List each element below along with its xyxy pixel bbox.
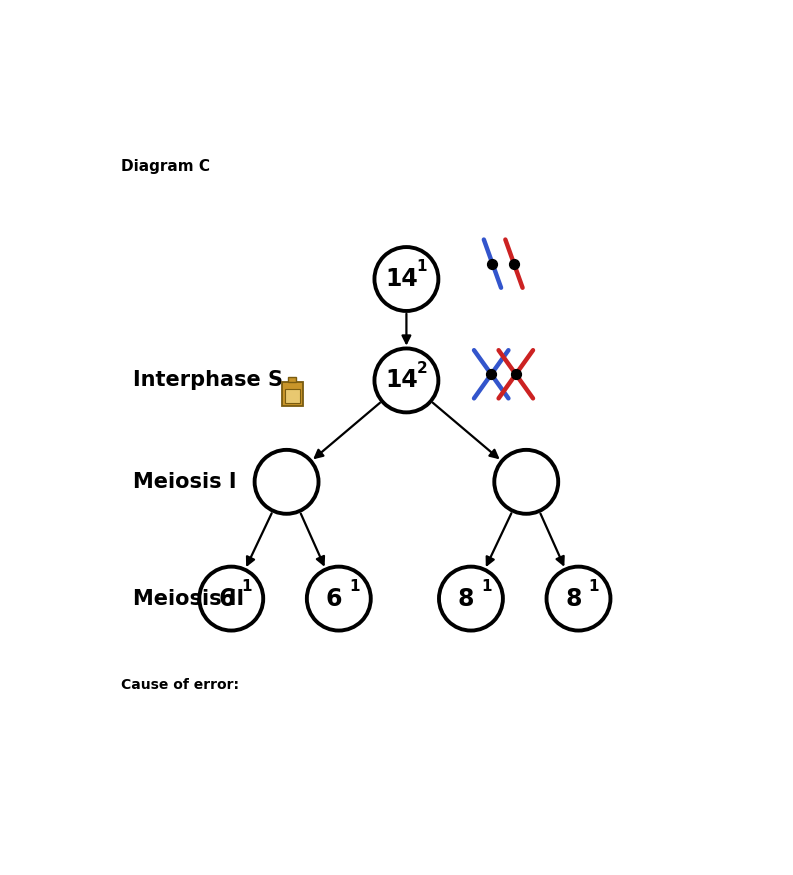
Point — [508, 256, 520, 270]
Text: 1: 1 — [481, 578, 492, 594]
FancyBboxPatch shape — [285, 389, 300, 402]
Point — [486, 256, 499, 270]
Text: 2: 2 — [416, 360, 427, 375]
Text: 6: 6 — [326, 586, 342, 611]
Text: Interphase S: Interphase S — [133, 370, 283, 390]
Text: 8: 8 — [458, 586, 474, 611]
Text: 14: 14 — [385, 368, 418, 392]
Text: 1: 1 — [416, 259, 427, 274]
Text: 8: 8 — [565, 586, 582, 611]
Point — [509, 368, 522, 382]
Text: Diagram C: Diagram C — [121, 159, 209, 174]
Text: 6: 6 — [218, 586, 235, 611]
Text: 14: 14 — [385, 267, 418, 291]
Text: Cause of error:: Cause of error: — [121, 678, 239, 692]
Text: 1: 1 — [588, 578, 599, 594]
Text: 1: 1 — [349, 578, 359, 594]
FancyBboxPatch shape — [289, 377, 297, 382]
Point — [485, 368, 497, 382]
Text: Meiosis II: Meiosis II — [133, 589, 244, 609]
Text: 1: 1 — [241, 578, 252, 594]
Text: Meiosis I: Meiosis I — [133, 472, 236, 492]
FancyBboxPatch shape — [282, 382, 303, 406]
